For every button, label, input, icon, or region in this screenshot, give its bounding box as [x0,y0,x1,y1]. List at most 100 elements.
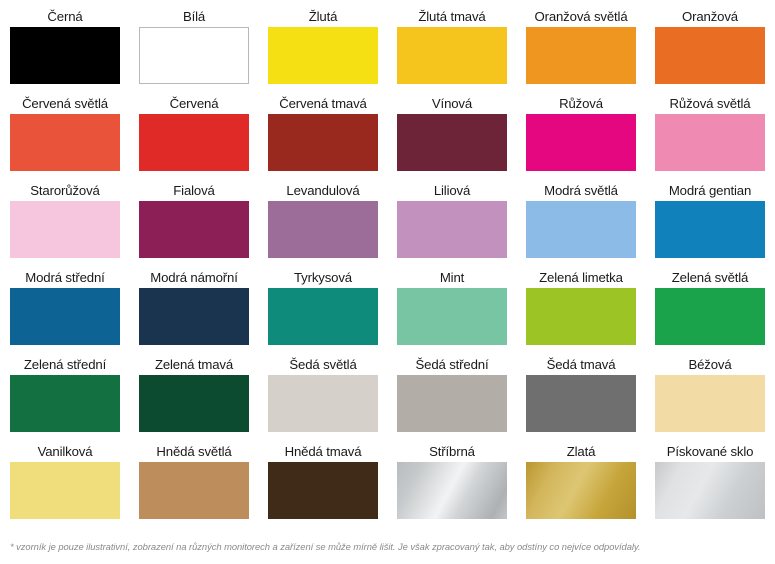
swatch-cell[interactable]: Oranžová [655,6,765,84]
swatch-color-chip[interactable] [10,201,120,258]
swatch-color-chip[interactable] [139,114,249,171]
swatch-cell[interactable]: Bílá [139,6,249,84]
swatch-cell[interactable]: Levandulová [268,180,378,258]
swatch-color-chip[interactable] [139,462,249,519]
swatch-label: Zlatá [566,444,596,459]
swatch-color-chip[interactable] [10,114,120,171]
swatch-label: Hnědá tmavá [284,444,362,459]
swatch-label: Zelená střední [23,357,107,372]
swatch-label: Červená světlá [22,96,108,111]
footnote-disclaimer: * vzorník je pouze ilustrativní, zobraze… [10,541,641,552]
swatch-color-chip[interactable] [655,27,765,84]
swatch-label: Bílá [182,9,206,24]
swatch-cell[interactable]: Mint [397,267,507,345]
swatch-cell[interactable]: Starorůžová [10,180,120,258]
swatch-color-chip[interactable] [139,201,249,258]
swatch-cell[interactable]: Žlutá tmavá [397,6,507,84]
swatch-cell[interactable]: Růžová světlá [655,93,765,171]
swatch-label: Vanilková [37,444,93,459]
swatch-label: Červená tmavá [279,96,367,111]
swatch-color-chip[interactable] [139,27,249,84]
swatch-cell[interactable]: Červená tmavá [268,93,378,171]
swatch-cell[interactable]: Zelená střední [10,354,120,432]
swatch-cell[interactable]: Šedá střední [397,354,507,432]
swatch-color-chip[interactable] [268,462,378,519]
swatch-color-chip[interactable] [655,375,765,432]
swatch-label: Oranžová [682,9,738,24]
swatch-cell[interactable]: Hnědá tmavá [268,441,378,519]
swatch-cell[interactable]: Růžová [526,93,636,171]
swatch-color-chip[interactable] [526,288,636,345]
swatch-cell[interactable]: Červená [139,93,249,171]
swatch-cell[interactable]: Liliová [397,180,507,258]
swatch-color-chip[interactable] [655,201,765,258]
swatch-label: Šedá tmavá [546,357,616,372]
swatch-cell[interactable]: Zlatá [526,441,636,519]
swatch-color-chip[interactable] [139,375,249,432]
swatch-color-chip[interactable] [655,462,765,519]
swatch-cell[interactable]: Zelená limetka [526,267,636,345]
swatch-color-chip[interactable] [10,462,120,519]
swatch-cell[interactable]: Oranžová světlá [526,6,636,84]
swatch-label: Pískované sklo [666,444,754,459]
swatch-color-chip[interactable] [526,27,636,84]
swatch-cell[interactable]: Modrá námořní [139,267,249,345]
swatch-label: Tyrkysová [293,270,352,285]
swatch-cell[interactable]: Hnědá světlá [139,441,249,519]
swatch-cell[interactable]: Žlutá [268,6,378,84]
swatch-cell[interactable]: Pískované sklo [655,441,765,519]
swatch-color-chip[interactable] [655,114,765,171]
swatch-cell[interactable]: Zelená světlá [655,267,765,345]
swatch-cell[interactable]: Tyrkysová [268,267,378,345]
swatch-color-chip[interactable] [526,201,636,258]
swatch-color-chip[interactable] [397,288,507,345]
swatch-cell[interactable]: Modrá gentian [655,180,765,258]
swatch-label: Levandulová [286,183,360,198]
swatch-label: Zelená světlá [671,270,749,285]
swatch-cell[interactable]: Fialová [139,180,249,258]
swatch-cell[interactable]: Vanilková [10,441,120,519]
swatch-label: Zelená tmavá [154,357,234,372]
swatch-color-chip[interactable] [139,288,249,345]
swatch-label: Modrá gentian [668,183,752,198]
swatch-color-chip[interactable] [397,462,507,519]
swatch-label: Žlutá tmavá [418,9,486,24]
swatch-cell[interactable]: Zelená tmavá [139,354,249,432]
swatch-color-chip[interactable] [526,462,636,519]
swatch-cell[interactable]: Šedá světlá [268,354,378,432]
swatch-color-chip[interactable] [397,27,507,84]
swatch-color-chip[interactable] [397,375,507,432]
swatch-color-chip[interactable] [268,27,378,84]
swatch-color-chip[interactable] [268,288,378,345]
swatch-color-chip[interactable] [526,375,636,432]
swatch-color-chip[interactable] [397,114,507,171]
swatch-cell[interactable]: Modrá světlá [526,180,636,258]
swatch-cell[interactable]: Stříbrná [397,441,507,519]
swatch-label: Růžová [559,96,603,111]
swatch-cell[interactable]: Černá [10,6,120,84]
swatch-cell[interactable]: Béžová [655,354,765,432]
swatch-label: Modrá světlá [544,183,618,198]
swatch-label: Modrá námořní [150,270,238,285]
swatch-label: Šedá světlá [289,357,357,372]
swatch-color-chip[interactable] [268,201,378,258]
swatch-label: Červená [169,96,219,111]
swatch-color-chip[interactable] [10,375,120,432]
swatch-color-chip[interactable] [10,288,120,345]
swatch-color-chip[interactable] [268,114,378,171]
swatch-color-chip[interactable] [526,114,636,171]
swatch-label: Vínová [431,96,473,111]
swatch-label: Liliová [433,183,471,198]
swatch-label: Hnědá světlá [156,444,232,459]
swatch-label: Stříbrná [429,444,475,459]
swatch-cell[interactable]: Modrá střední [10,267,120,345]
swatch-color-chip[interactable] [268,375,378,432]
swatch-color-chip[interactable] [397,201,507,258]
swatch-color-chip[interactable] [10,27,120,84]
swatch-label: Žlutá [308,9,338,24]
swatch-cell[interactable]: Vínová [397,93,507,171]
swatch-color-chip[interactable] [655,288,765,345]
swatch-cell[interactable]: Červená světlá [10,93,120,171]
swatch-cell[interactable]: Šedá tmavá [526,354,636,432]
